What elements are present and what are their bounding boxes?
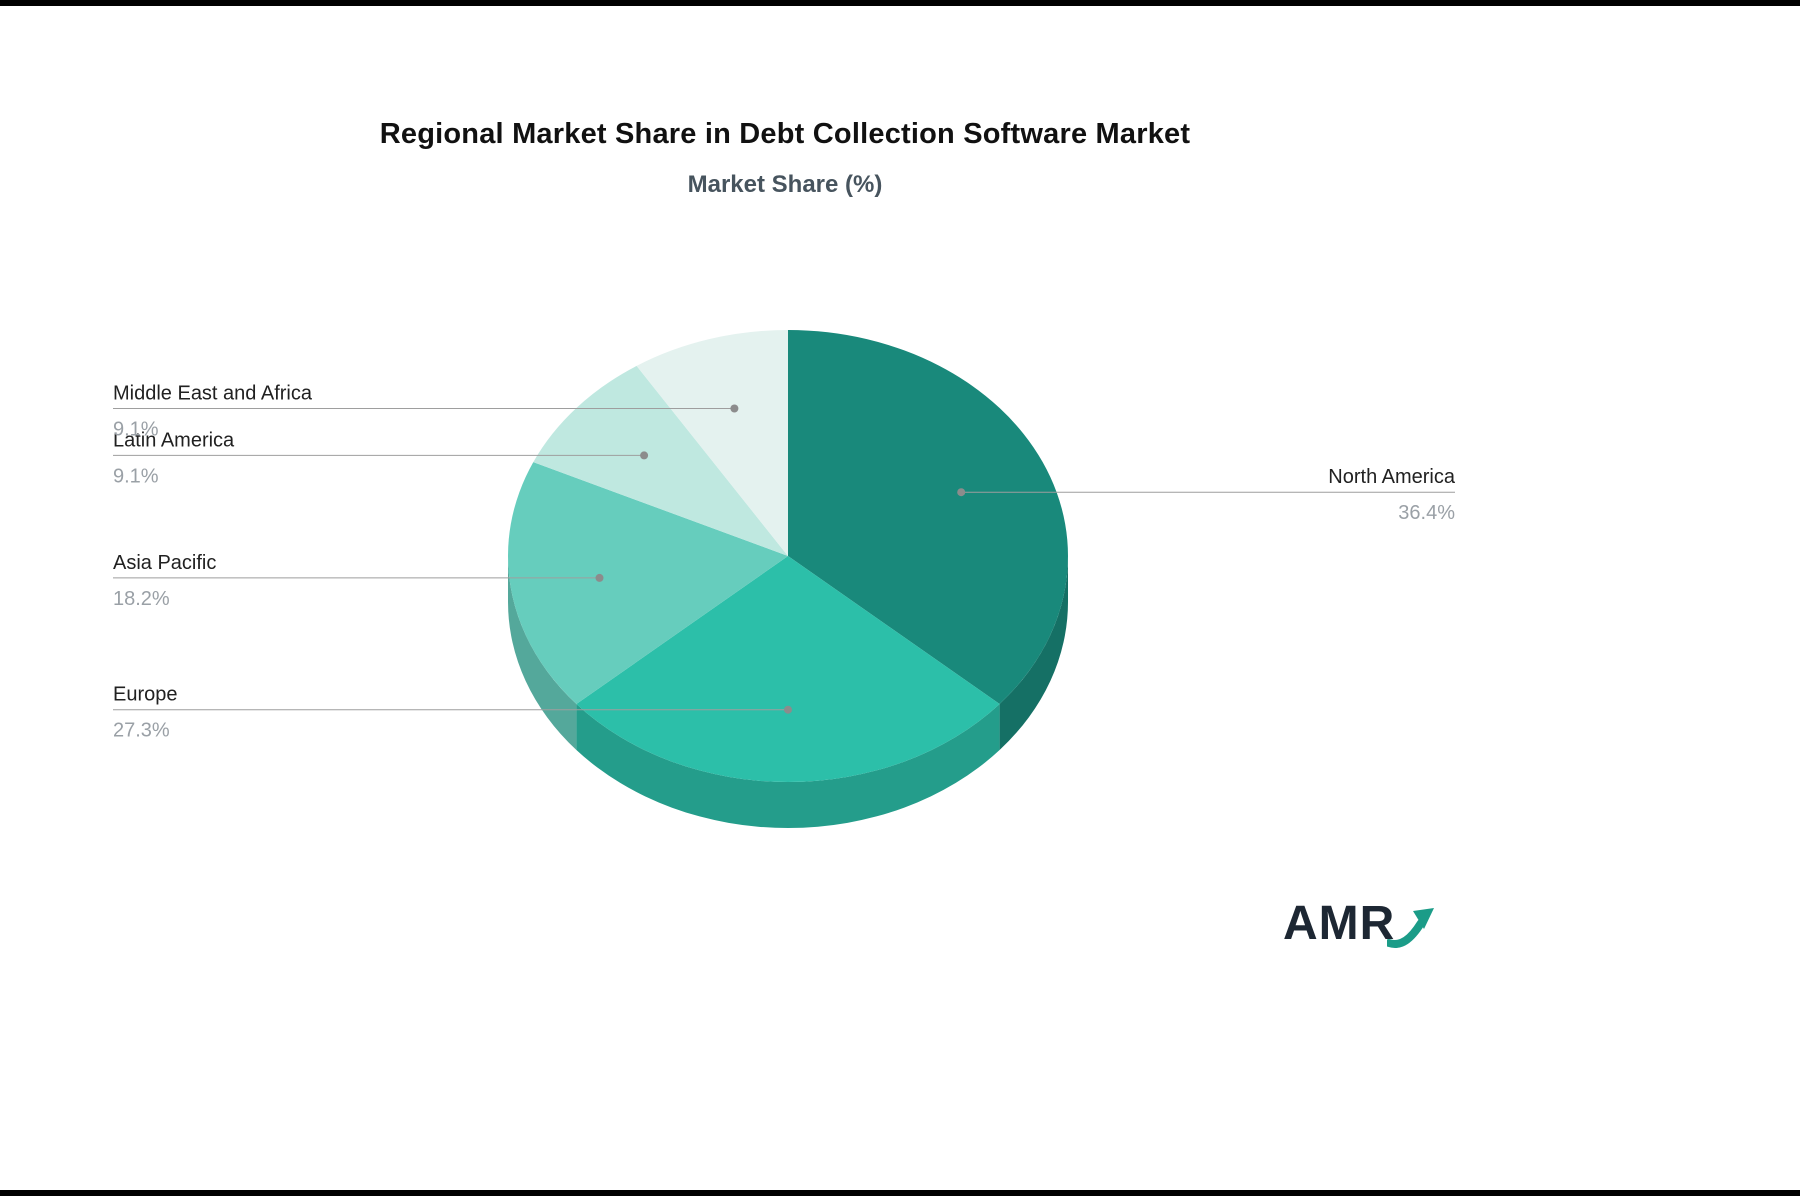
pie-slice-asia-pacific[interactable] [507,462,788,704]
slice-label-middle-east-and-africa: Middle East and Africa [113,383,313,405]
pie-slice-middle-east-and-africa[interactable] [636,330,788,556]
pie-slice-side-asia-pacific [508,556,577,750]
slice-value-north-america: 36.4% [1398,502,1455,524]
leader-dot-asia-pacific [595,573,604,582]
pie-slice-layer [507,330,1068,782]
chart-title: Regional Market Share in Debt Collection… [379,118,1191,150]
slice-value-asia-pacific: 18.2% [113,588,170,610]
leader-dot-europe [784,705,792,714]
slice-value-europe: 27.3% [113,720,170,742]
brand-logo-arrow-icon [1387,907,1435,948]
chart-header: Regional Market Share in Debt Collection… [0,118,1570,199]
leader-dot-north-america [957,488,966,497]
pie-slice-side-north-america [999,556,1068,750]
slice-label-europe: Europe [113,684,178,706]
slice-label-latin-america: Latin America [113,429,235,451]
leader-dot-middle-east-and-africa [730,404,739,413]
slice-label-layer: North America 36.4% Europe 27.3% Asia Pacifi… [113,383,1456,742]
slice-value-latin-america: 9.1% [113,465,159,487]
pie-slice-side-europe [576,704,1000,828]
pie-depth-layer [508,556,1068,828]
pie-slice-latin-america[interactable] [533,365,788,556]
slice-value-middle-east-and-africa: 9.1% [113,419,159,441]
slice-label-north-america: North America [1328,466,1456,488]
brand-logo-text: AMR [1283,897,1396,950]
chart-subtitle: Market Share (%) [687,171,883,198]
top-border [0,0,1800,6]
pie-slice-north-america[interactable] [788,330,1068,704]
leader-dot-latin-america [640,451,649,460]
slice-label-asia-pacific: Asia Pacific [113,552,216,574]
pie-slice-europe[interactable] [576,556,1000,782]
bottom-border [0,1190,1800,1196]
brand-logo: AMR [1283,896,1435,951]
